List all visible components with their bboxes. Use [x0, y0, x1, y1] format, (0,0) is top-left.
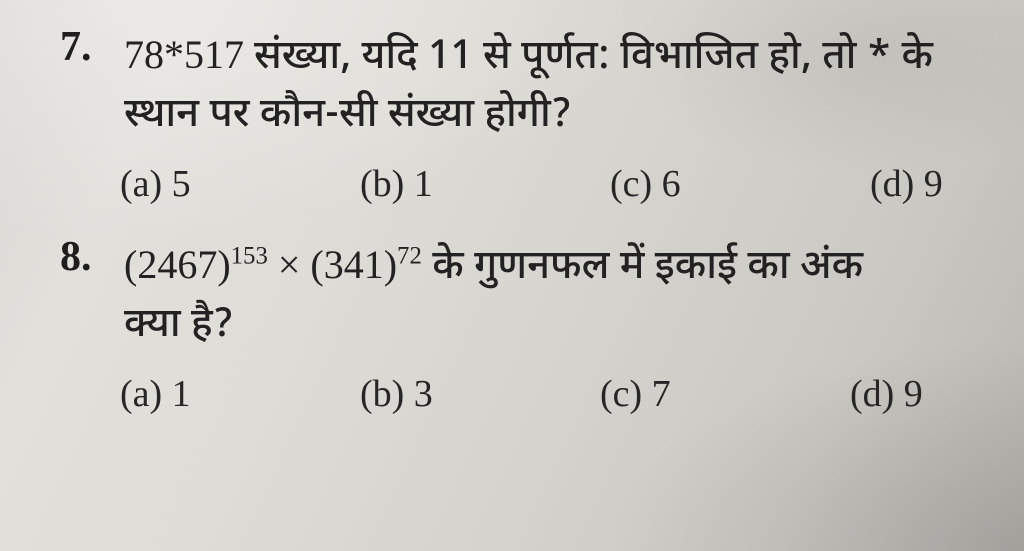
question-8-text-line1: (2467)153 × (341)72 के गुणनफल में इकाई क… — [124, 234, 984, 300]
question-8-option-a: (a) 1 — [120, 372, 360, 416]
expr-base2: (341) — [310, 242, 397, 287]
question-7-text-line2: स्थान पर कौन-सी संख्या होगी? — [124, 86, 984, 148]
question-8-line1-dev: के गुणनफल में इकाई का अंक — [422, 243, 863, 295]
question-7-number: 7. — [60, 24, 124, 70]
question-8-option-c: (c) 7 — [600, 372, 850, 416]
question-7: 7. 78*517 संख्या, यदि 11 से पूर्णत: विभा… — [60, 24, 984, 206]
question-8-row: 8. (2467)153 × (341)72 के गुणनफल में इका… — [60, 234, 984, 300]
question-7-expression: 78*517 — [124, 32, 254, 77]
page: 7. 78*517 संख्या, यदि 11 से पूर्णत: विभा… — [0, 0, 1024, 468]
expr-times: × — [268, 242, 311, 287]
question-7-options: (a) 5 (b) 1 (c) 6 (d) 9 — [120, 162, 984, 206]
question-7-option-d: (d) 9 — [870, 162, 943, 206]
question-7-option-a: (a) 5 — [120, 162, 360, 206]
expr-exp2: 72 — [397, 243, 422, 270]
expr-exp1: 153 — [231, 243, 268, 270]
question-8-options: (a) 1 (b) 3 (c) 7 (d) 9 — [120, 372, 984, 416]
question-7-option-c: (c) 6 — [610, 162, 870, 206]
question-7-option-b: (b) 1 — [360, 162, 610, 206]
expr-base1: (2467) — [124, 242, 231, 287]
question-7-text-line1: 78*517 संख्या, यदि 11 से पूर्णत: विभाजित… — [124, 24, 984, 90]
question-7-row: 7. 78*517 संख्या, यदि 11 से पूर्णत: विभा… — [60, 24, 984, 90]
question-8-option-b: (b) 3 — [360, 372, 600, 416]
question-8-option-d: (d) 9 — [850, 372, 923, 416]
question-7-line1-dev: संख्या, यदि 11 से पूर्णत: विभाजित हो, तो… — [254, 33, 933, 85]
question-8-text-line2: क्या है? — [124, 296, 984, 358]
question-8-number: 8. — [60, 234, 124, 280]
question-8: 8. (2467)153 × (341)72 के गुणनफल में इका… — [60, 234, 984, 416]
question-8-expression: (2467)153 × (341)72 — [124, 242, 422, 287]
